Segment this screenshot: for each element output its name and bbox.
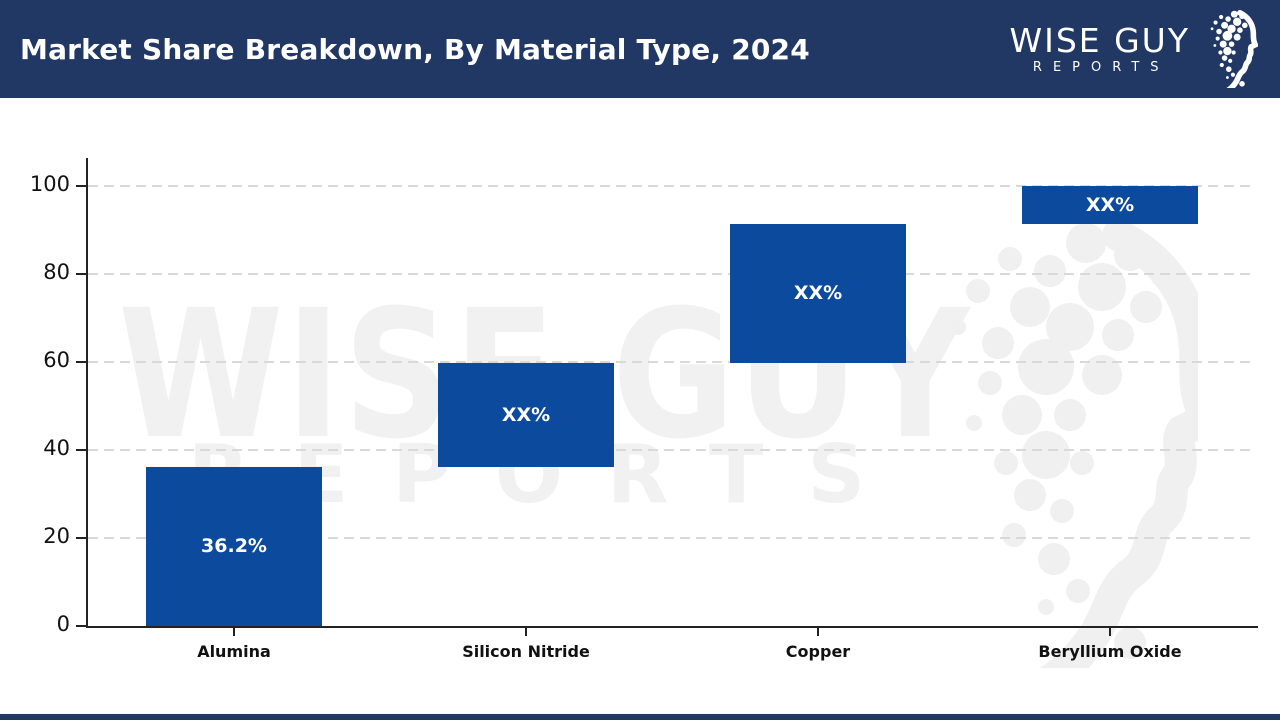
logo-text: WISE GUY REPORTS xyxy=(1009,24,1190,74)
y-tick-label: 60 xyxy=(43,348,70,372)
gridline-60 xyxy=(88,361,1256,363)
gridline-40 xyxy=(88,449,1256,451)
y-tick-label: 80 xyxy=(43,260,70,284)
y-tick-100 xyxy=(76,185,86,187)
bar-copper: XX% xyxy=(730,223,906,363)
y-tick-60 xyxy=(76,361,86,363)
x-category-label: Alumina xyxy=(197,642,271,661)
gridline-80 xyxy=(88,273,1256,275)
wiseguy-logo: WISE GUY REPORTS xyxy=(1009,10,1258,88)
bar-silicon-nitride: XX% xyxy=(438,362,614,467)
plot-area: 0 20 40 60 80 100 36.2% Alumina XX% Silicon Nitri… xyxy=(0,98,1280,714)
dotted-head-icon xyxy=(1210,10,1258,88)
page-title: Market Share Breakdown, By Material Type… xyxy=(20,32,810,66)
y-tick-label: 0 xyxy=(56,612,70,636)
y-axis-line xyxy=(86,158,88,628)
x-category-label: Beryllium Oxide xyxy=(1038,642,1182,661)
logo-wordmark: WISE GUY xyxy=(1009,21,1190,60)
y-tick-label: 100 xyxy=(29,172,70,196)
bar-value-label: XX% xyxy=(1085,193,1135,216)
y-tick-20 xyxy=(76,537,86,539)
y-tick-40 xyxy=(76,449,86,451)
x-tick-2 xyxy=(817,628,819,636)
bar-value-label: XX% xyxy=(501,403,551,426)
bar-alumina: 36.2% xyxy=(146,466,322,626)
footer-bar xyxy=(0,714,1280,720)
logo-subtitle: REPORTS xyxy=(1032,60,1170,75)
header: Market Share Breakdown, By Material Type… xyxy=(0,0,1280,98)
x-tick-0 xyxy=(233,628,235,636)
x-tick-3 xyxy=(1109,628,1111,636)
bar-value-label: XX% xyxy=(793,282,843,305)
chart-canvas: WISE GUY REPORTS 0 20 40 60 80 100 36.2% Alumin… xyxy=(0,98,1280,714)
bar-value-label: 36.2% xyxy=(201,535,267,558)
y-tick-0 xyxy=(76,625,86,627)
y-tick-label: 40 xyxy=(43,436,70,460)
x-axis-line xyxy=(86,626,1258,628)
gridline-100 xyxy=(88,185,1256,187)
x-category-label: Copper xyxy=(785,642,851,661)
x-category-label: Silicon Nitride xyxy=(462,642,590,661)
y-tick-label: 20 xyxy=(43,524,70,548)
bar-beryllium-oxide: XX% xyxy=(1022,186,1198,224)
x-tick-1 xyxy=(525,628,527,636)
gridline-20 xyxy=(88,537,1256,539)
y-tick-80 xyxy=(76,273,86,275)
